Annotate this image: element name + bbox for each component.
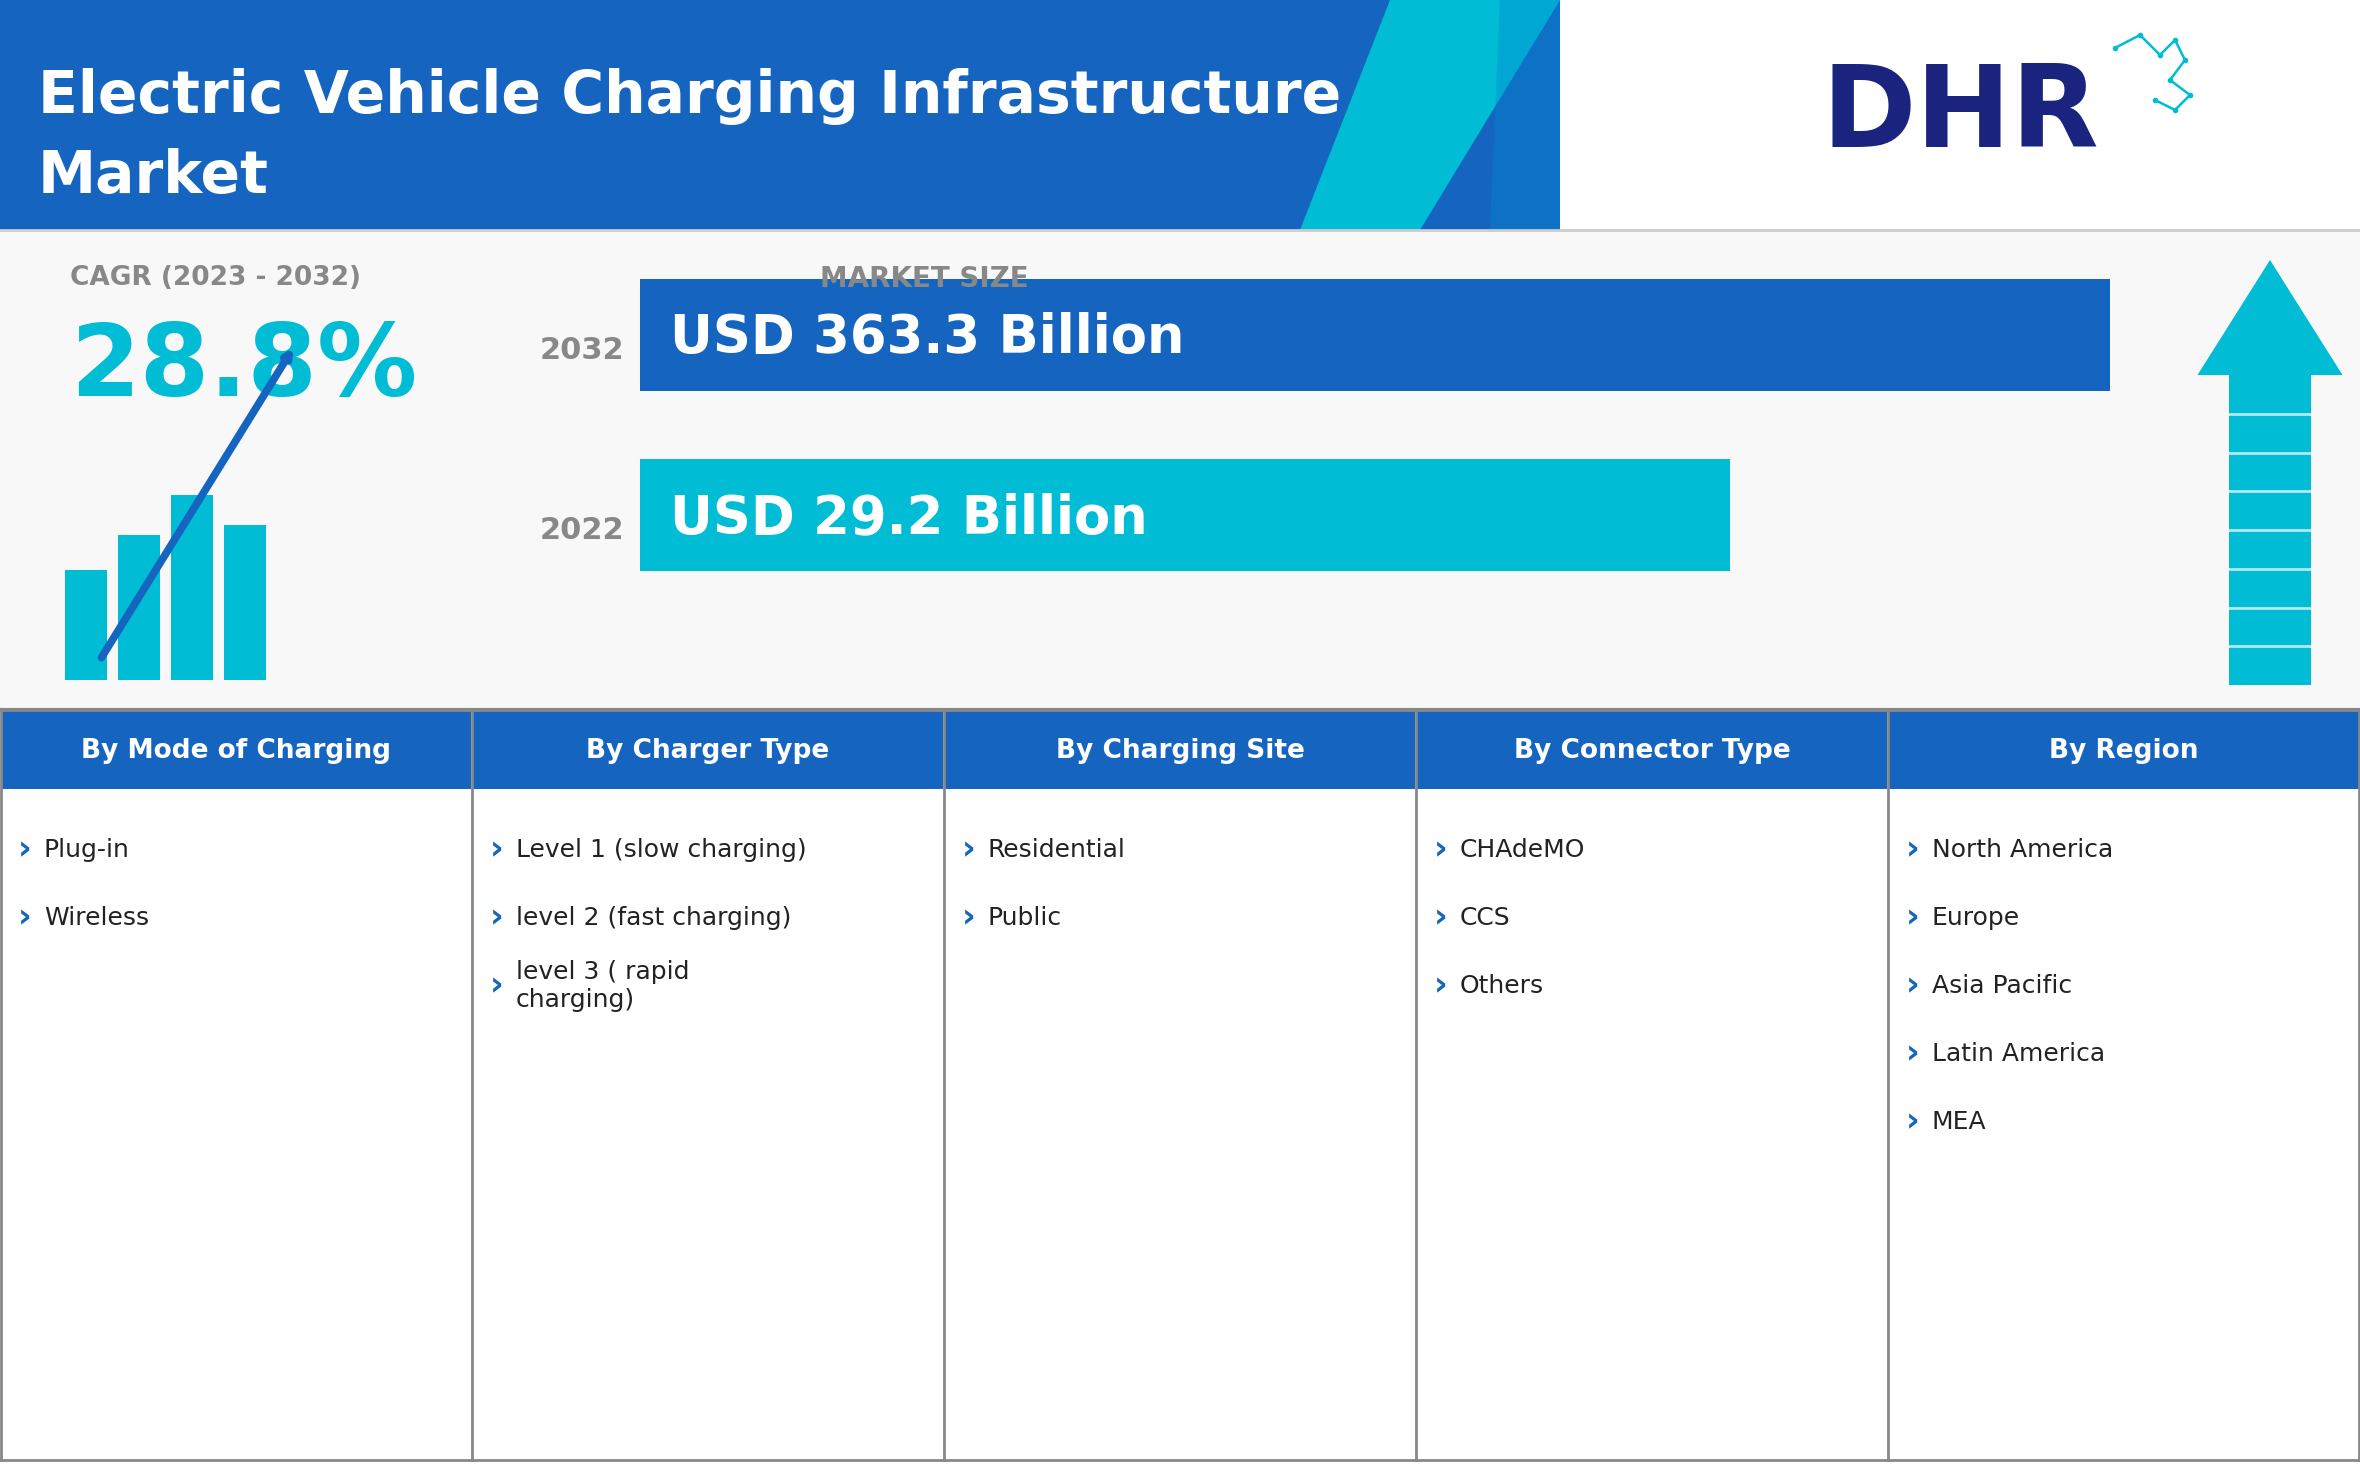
Text: ›: › bbox=[1435, 970, 1447, 1003]
Text: 2022: 2022 bbox=[540, 516, 625, 544]
Text: CCS: CCS bbox=[1461, 906, 1510, 931]
FancyBboxPatch shape bbox=[66, 570, 106, 681]
FancyBboxPatch shape bbox=[472, 789, 944, 1460]
Text: MARKET SIZE: MARKET SIZE bbox=[819, 265, 1029, 293]
Text: Wireless: Wireless bbox=[45, 906, 149, 931]
Text: ›: › bbox=[1907, 970, 1919, 1003]
Text: By Charger Type: By Charger Type bbox=[585, 738, 831, 764]
Text: By Connector Type: By Connector Type bbox=[1513, 738, 1791, 764]
Text: By Charging Site: By Charging Site bbox=[1055, 738, 1305, 764]
FancyBboxPatch shape bbox=[224, 525, 267, 681]
FancyBboxPatch shape bbox=[2228, 375, 2310, 685]
FancyBboxPatch shape bbox=[472, 711, 944, 789]
Text: ›: › bbox=[491, 901, 503, 935]
Text: 2032: 2032 bbox=[540, 335, 625, 365]
Text: Market: Market bbox=[38, 148, 269, 204]
FancyBboxPatch shape bbox=[170, 495, 212, 681]
Text: ›: › bbox=[491, 970, 503, 1003]
Text: By Mode of Charging: By Mode of Charging bbox=[80, 738, 392, 764]
FancyBboxPatch shape bbox=[944, 789, 1416, 1460]
FancyBboxPatch shape bbox=[118, 535, 160, 681]
FancyBboxPatch shape bbox=[0, 711, 472, 789]
FancyBboxPatch shape bbox=[0, 229, 2360, 710]
Polygon shape bbox=[2197, 260, 2343, 375]
Text: Plug-in: Plug-in bbox=[45, 838, 130, 861]
Text: Level 1 (slow charging): Level 1 (slow charging) bbox=[517, 838, 807, 861]
Text: Asia Pacific: Asia Pacific bbox=[1933, 975, 2072, 998]
Text: ›: › bbox=[1907, 901, 1919, 935]
Text: ›: › bbox=[1907, 1038, 1919, 1070]
Text: USD 29.2 Billion: USD 29.2 Billion bbox=[670, 492, 1147, 544]
Text: USD 363.3 Billion: USD 363.3 Billion bbox=[670, 312, 1185, 365]
Text: North America: North America bbox=[1933, 838, 2112, 861]
Text: ›: › bbox=[1907, 833, 1919, 866]
Polygon shape bbox=[1300, 0, 1560, 229]
Text: ›: › bbox=[963, 833, 975, 866]
Text: ›: › bbox=[19, 833, 31, 866]
Polygon shape bbox=[1489, 0, 1560, 229]
Text: By Region: By Region bbox=[2048, 738, 2200, 764]
FancyBboxPatch shape bbox=[1416, 711, 1888, 789]
Text: ›: › bbox=[1435, 833, 1447, 866]
FancyBboxPatch shape bbox=[0, 0, 1560, 229]
Text: level 2 (fast charging): level 2 (fast charging) bbox=[517, 906, 791, 931]
Text: MEA: MEA bbox=[1933, 1110, 1987, 1133]
FancyBboxPatch shape bbox=[1416, 789, 1888, 1460]
Text: Public: Public bbox=[989, 906, 1062, 931]
FancyBboxPatch shape bbox=[0, 789, 472, 1460]
Text: ›: › bbox=[19, 901, 31, 935]
Text: Electric Vehicle Charging Infrastructure: Electric Vehicle Charging Infrastructure bbox=[38, 68, 1340, 125]
Text: ›: › bbox=[1907, 1105, 1919, 1138]
FancyBboxPatch shape bbox=[1560, 0, 2360, 229]
Text: CHAdeMO: CHAdeMO bbox=[1461, 838, 1586, 861]
FancyBboxPatch shape bbox=[640, 279, 2110, 391]
Text: ›: › bbox=[491, 833, 503, 866]
Text: DHR: DHR bbox=[1822, 59, 2098, 171]
Text: ›: › bbox=[1435, 901, 1447, 935]
Text: level 3 ( rapid
charging): level 3 ( rapid charging) bbox=[517, 960, 689, 1011]
Text: Others: Others bbox=[1461, 975, 1543, 998]
FancyBboxPatch shape bbox=[1888, 789, 2360, 1460]
FancyBboxPatch shape bbox=[640, 459, 1730, 570]
Text: 28.8%: 28.8% bbox=[71, 320, 418, 417]
FancyBboxPatch shape bbox=[944, 711, 1416, 789]
FancyBboxPatch shape bbox=[1888, 711, 2360, 789]
Text: Residential: Residential bbox=[989, 838, 1126, 861]
Text: Latin America: Latin America bbox=[1933, 1042, 2105, 1066]
Text: Europe: Europe bbox=[1933, 906, 2020, 931]
Text: ›: › bbox=[963, 901, 975, 935]
Text: CAGR (2023 - 2032): CAGR (2023 - 2032) bbox=[71, 265, 361, 291]
